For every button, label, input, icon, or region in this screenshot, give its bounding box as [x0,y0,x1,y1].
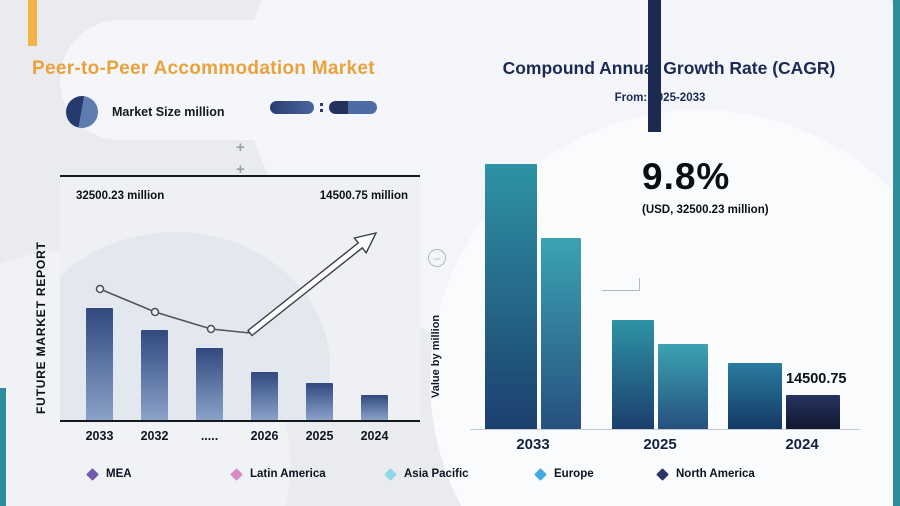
cagr-bar-2033-1 [485,164,537,429]
legend-item-label: MEA [106,468,132,480]
cagr-bar-2033-2 [541,238,581,429]
value-annotation-right-chart: 14500.75 [786,371,847,387]
market-size-bar-2024 [361,395,388,420]
legend-item-label: Latin America [250,468,326,480]
cagr-group-2025 [612,320,708,429]
market-size-bar-..... [196,348,223,420]
y-axis-label: Value by million [430,314,442,398]
cagr-usd-note: (USD, 32500.23 million) [642,204,769,216]
market-size-bar-2033 [86,308,113,420]
cagr-bar-2025-2 [658,344,708,429]
trend-line-overlay [95,231,378,337]
cagr-title: Compound Annual Growth Rate (CAGR) [502,58,836,78]
market-size-bar-2026 [251,372,278,420]
market-size-bar-2025 [306,383,333,420]
cagr-percentage: 9.8% [642,156,731,197]
region-legend: MEA Latin America Asia Pacific Europe North … [0,467,900,492]
accent-stripe-navy [648,0,661,132]
legend-item-latin-america: Latin America [230,467,326,481]
market-size-x-axis-labels: 2033 2032..... 2026 2025 2024 [85,429,389,443]
corner-bracket-decoration [602,278,640,291]
page-title: Peer-to-Peer Accommodation Market [32,58,375,79]
growth-arrow-icon [247,231,378,337]
market-size-bar-series [86,177,388,420]
cagr-group-2024 [728,363,840,429]
pill-icon-left [270,101,314,114]
legend-item-north-america: North America [656,467,755,481]
plus-decoration-icon: + [236,161,245,178]
x-axis-label: 2025 [305,429,334,443]
legend-diamond-icon [384,467,397,481]
x-axis-label: 2026 [250,429,279,443]
trend-marker [95,284,105,294]
cagr-x-axis-label: 2033 [516,436,550,453]
circle-minus-decoration-icon: – [428,249,446,267]
legend-item-label: Europe [554,468,594,480]
x-axis-label: 2032 [140,429,169,443]
cagr-subtitle: From: 2025-2033 [614,92,706,104]
cagr-bar-2024-2 [786,395,840,429]
market-size-pie-icon [66,96,98,128]
legend-item-mea: MEA [86,467,132,481]
x-axis-label: 2033 [85,429,114,443]
trend-line [99,288,251,334]
colon-dots-icon [320,103,323,112]
ratio-pills-icon [270,101,377,114]
cagr-x-axis-label: 2024 [785,436,819,453]
cagr-value-block: 9.8% (USD, 32500.23 million) [642,156,769,216]
x-axis-line [470,429,860,430]
accent-stripe-teal-right [893,0,900,506]
plus-decoration-icon: + [236,139,245,156]
legend-diamond-icon [534,467,547,481]
pill-icon-right [329,101,377,114]
market-size-chart: 32500.23 million 14500.75 million [60,175,420,422]
cagr-chart: 2033 2025 2024 [470,148,866,456]
market-size-bar-2032 [141,330,168,420]
value-annotation-2024: 14500.75 million [319,190,408,202]
report-watermark: FUTURE MARKET REPORT [34,241,48,414]
cagr-bar-2025-1 [612,320,654,429]
legend-diamond-icon [86,467,99,481]
background-blob [60,20,420,140]
cagr-bar-2024-1 [728,363,782,429]
x-axis-label: ..... [200,429,219,443]
legend-item-label: North America [676,468,755,480]
market-size-legend-label: Market Size million [112,105,225,119]
trend-marker [150,307,160,317]
legend-diamond-icon [230,467,243,481]
legend-item-label: Asia Pacific [404,468,469,480]
accent-stripe-teal-left [0,388,6,506]
cagr-group-2033 [485,164,581,429]
cagr-x-axis-label: 2025 [643,436,677,453]
accent-stripe-yellow [28,0,37,46]
trend-marker [206,324,216,334]
legend-diamond-icon [656,467,669,481]
value-annotation-2033: 32500.23 million [76,190,165,202]
legend-item-asia-pacific: Asia Pacific [384,467,469,481]
legend-item-europe: Europe [534,467,594,481]
market-size-legend: Market Size million [66,96,225,128]
x-axis-label: 2024 [360,429,389,443]
